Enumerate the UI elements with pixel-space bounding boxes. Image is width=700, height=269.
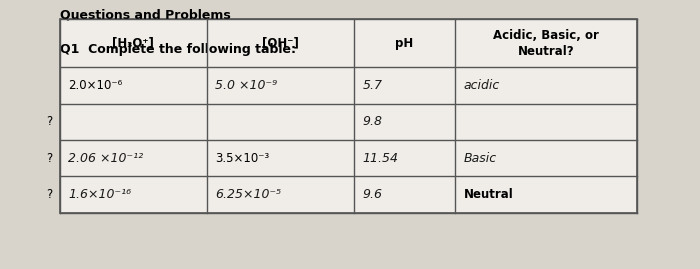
Text: ?: ? [46, 188, 52, 201]
Text: pH: pH [395, 37, 414, 49]
Text: 2.06 ×10⁻¹²: 2.06 ×10⁻¹² [68, 151, 143, 165]
Text: Questions and Problems: Questions and Problems [60, 8, 230, 21]
Text: 1.6×10⁻¹⁶: 1.6×10⁻¹⁶ [68, 188, 131, 201]
Text: 9.6: 9.6 [363, 188, 382, 201]
Text: [OH⁻]: [OH⁻] [262, 37, 299, 49]
Text: Basic: Basic [463, 151, 496, 165]
Text: ?: ? [46, 151, 52, 165]
Text: 2.0×10⁻⁶: 2.0×10⁻⁶ [68, 79, 122, 92]
Text: 11.54: 11.54 [363, 151, 398, 165]
Text: [H₃O⁺]: [H₃O⁺] [112, 37, 154, 49]
Bar [60, 19, 637, 213]
Text: acidic: acidic [463, 79, 500, 92]
Text: 5.7: 5.7 [363, 79, 382, 92]
Text: 3.5×10⁻³: 3.5×10⁻³ [215, 151, 270, 165]
Text: Acidic, Basic, or
Neutral?: Acidic, Basic, or Neutral? [493, 29, 599, 58]
Text: 9.8: 9.8 [363, 115, 382, 128]
Text: Q1  Complete the following table:: Q1 Complete the following table: [60, 43, 295, 56]
Text: 6.25×10⁻⁵: 6.25×10⁻⁵ [215, 188, 281, 201]
Text: 5.0 ×10⁻⁹: 5.0 ×10⁻⁹ [215, 79, 277, 92]
Text: Neutral: Neutral [463, 188, 513, 201]
Text: ?: ? [46, 115, 52, 128]
